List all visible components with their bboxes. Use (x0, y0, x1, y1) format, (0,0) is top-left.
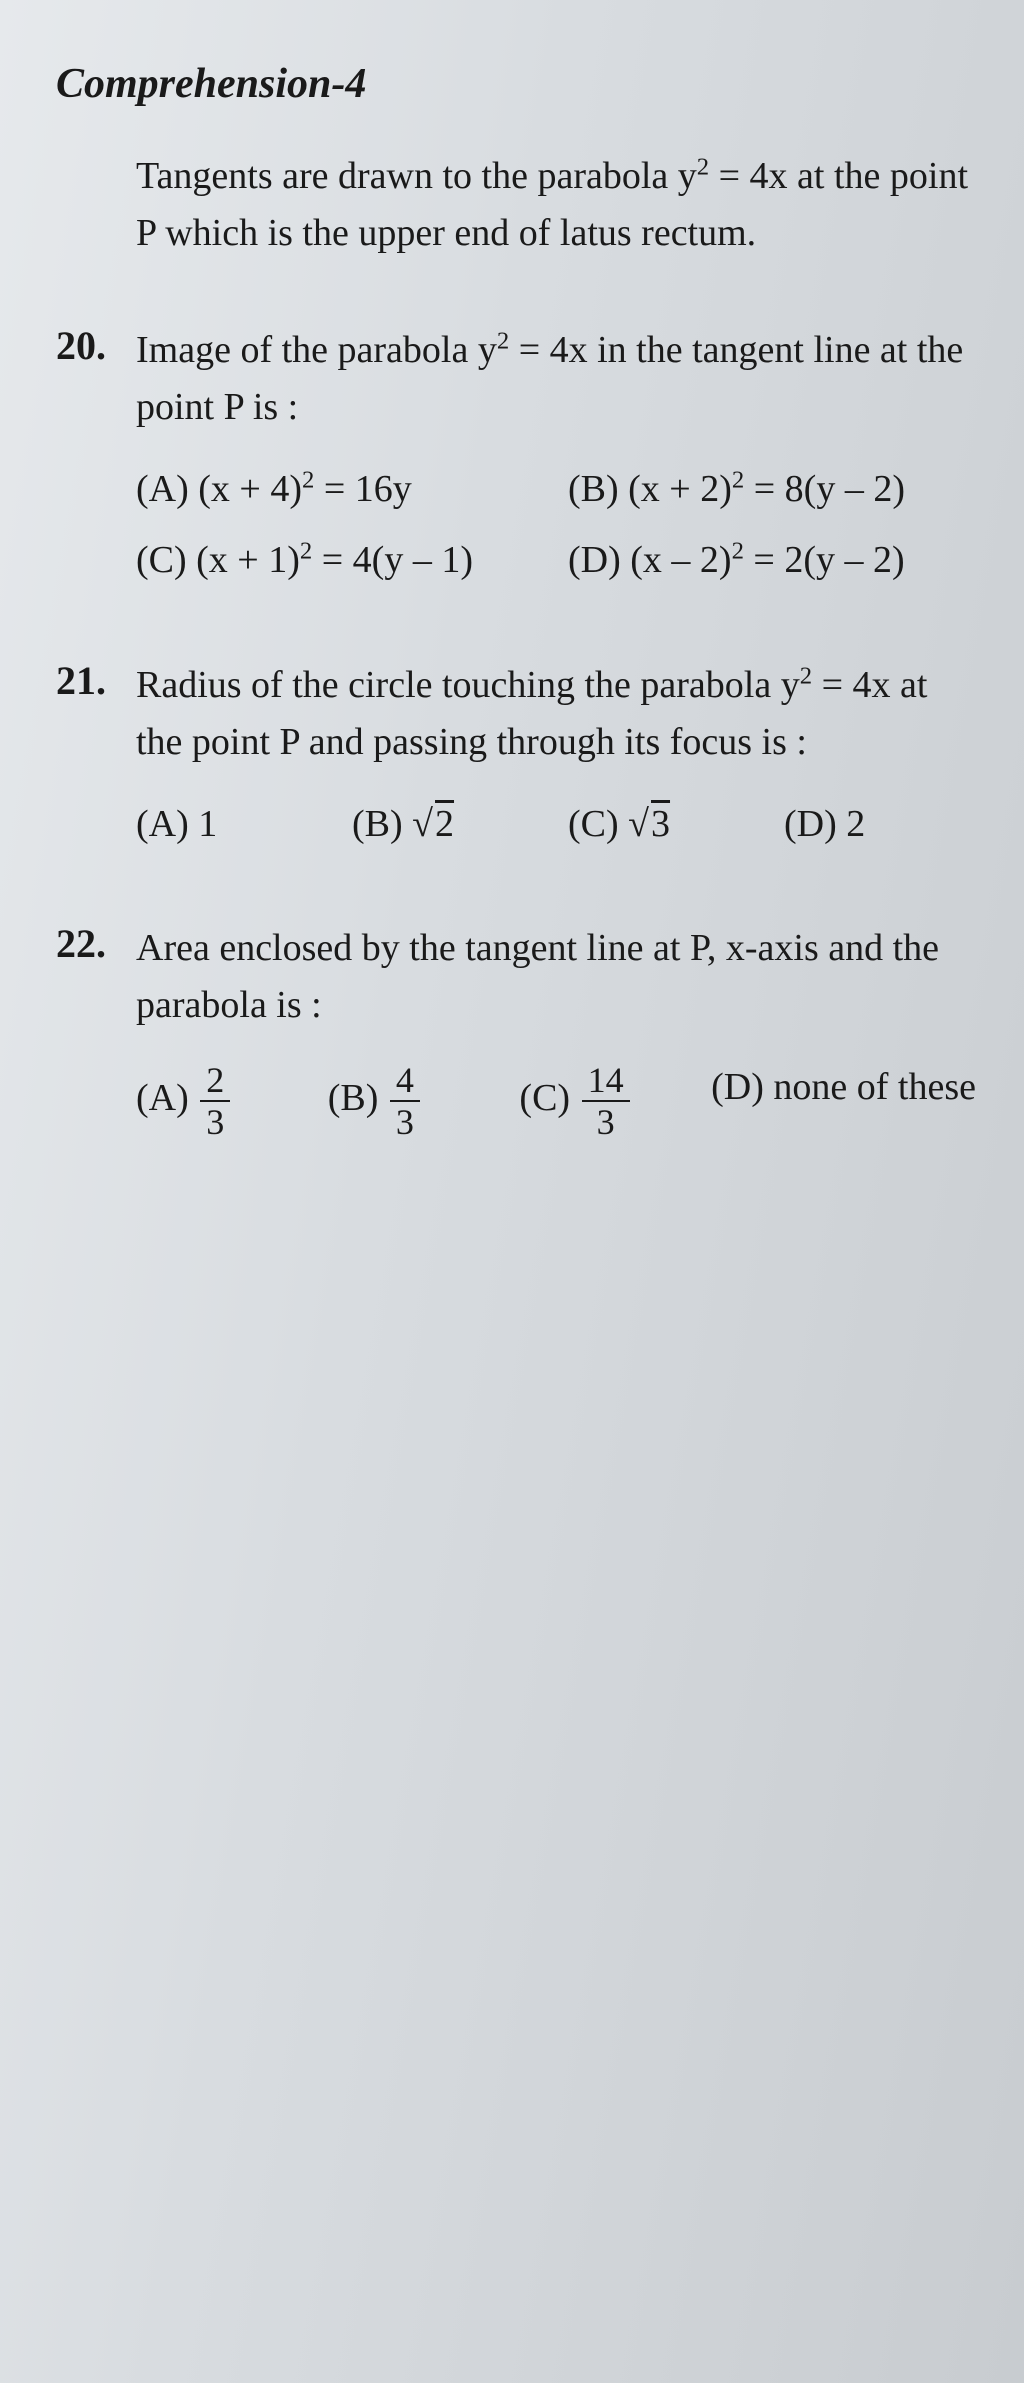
options-grid: (A) 1 (B) √2 (C) √3 (D) 2 (136, 799, 976, 850)
option: (C) (x + 1)2 = 4(y – 1) (136, 535, 544, 586)
question: 20.Image of the parabola y2 = 4x in the … (56, 322, 976, 587)
option: (D) (x – 2)2 = 2(y – 2) (568, 535, 976, 586)
options-grid: (A) (x + 4)2 = 16y (B) (x + 2)2 = 8(y – 2… (136, 464, 976, 587)
question-row: 22.Area enclosed by the tangent line at … (56, 920, 976, 1034)
option: (C) 143 (519, 1062, 687, 1140)
intro-text: Tangents are drawn to the parabola y2 = … (136, 148, 976, 262)
question-stem: Radius of the circle touching the parabo… (136, 657, 976, 771)
option: (B) 43 (328, 1062, 496, 1140)
option: (A) 1 (136, 799, 328, 850)
question-stem: Image of the parabola y2 = 4x in the tan… (136, 322, 976, 436)
option: (A) 23 (136, 1062, 304, 1140)
option: (D) 2 (784, 799, 976, 850)
page: Comprehension-4 Tangents are drawn to th… (0, 0, 1024, 2383)
comprehension-title: Comprehension-4 (56, 60, 976, 108)
question-number: 20. (56, 322, 136, 369)
question-number: 21. (56, 657, 136, 704)
option: (B) (x + 2)2 = 8(y – 2) (568, 464, 976, 515)
option: (C) √3 (568, 799, 760, 850)
question-row: 21.Radius of the circle touching the par… (56, 657, 976, 771)
options-grid: (A) 23 (B) 43 (C) 143 (D) none of these (136, 1062, 976, 1140)
question: 22.Area enclosed by the tangent line at … (56, 920, 976, 1140)
option: (B) √2 (352, 799, 544, 850)
question-row: 20.Image of the parabola y2 = 4x in the … (56, 322, 976, 436)
question-stem: Area enclosed by the tangent line at P, … (136, 920, 976, 1034)
questions-container: 20.Image of the parabola y2 = 4x in the … (56, 322, 976, 1210)
question-number: 22. (56, 920, 136, 967)
option: (A) (x + 4)2 = 16y (136, 464, 544, 515)
question: 21.Radius of the circle touching the par… (56, 657, 976, 850)
option: (D) none of these (711, 1062, 976, 1140)
